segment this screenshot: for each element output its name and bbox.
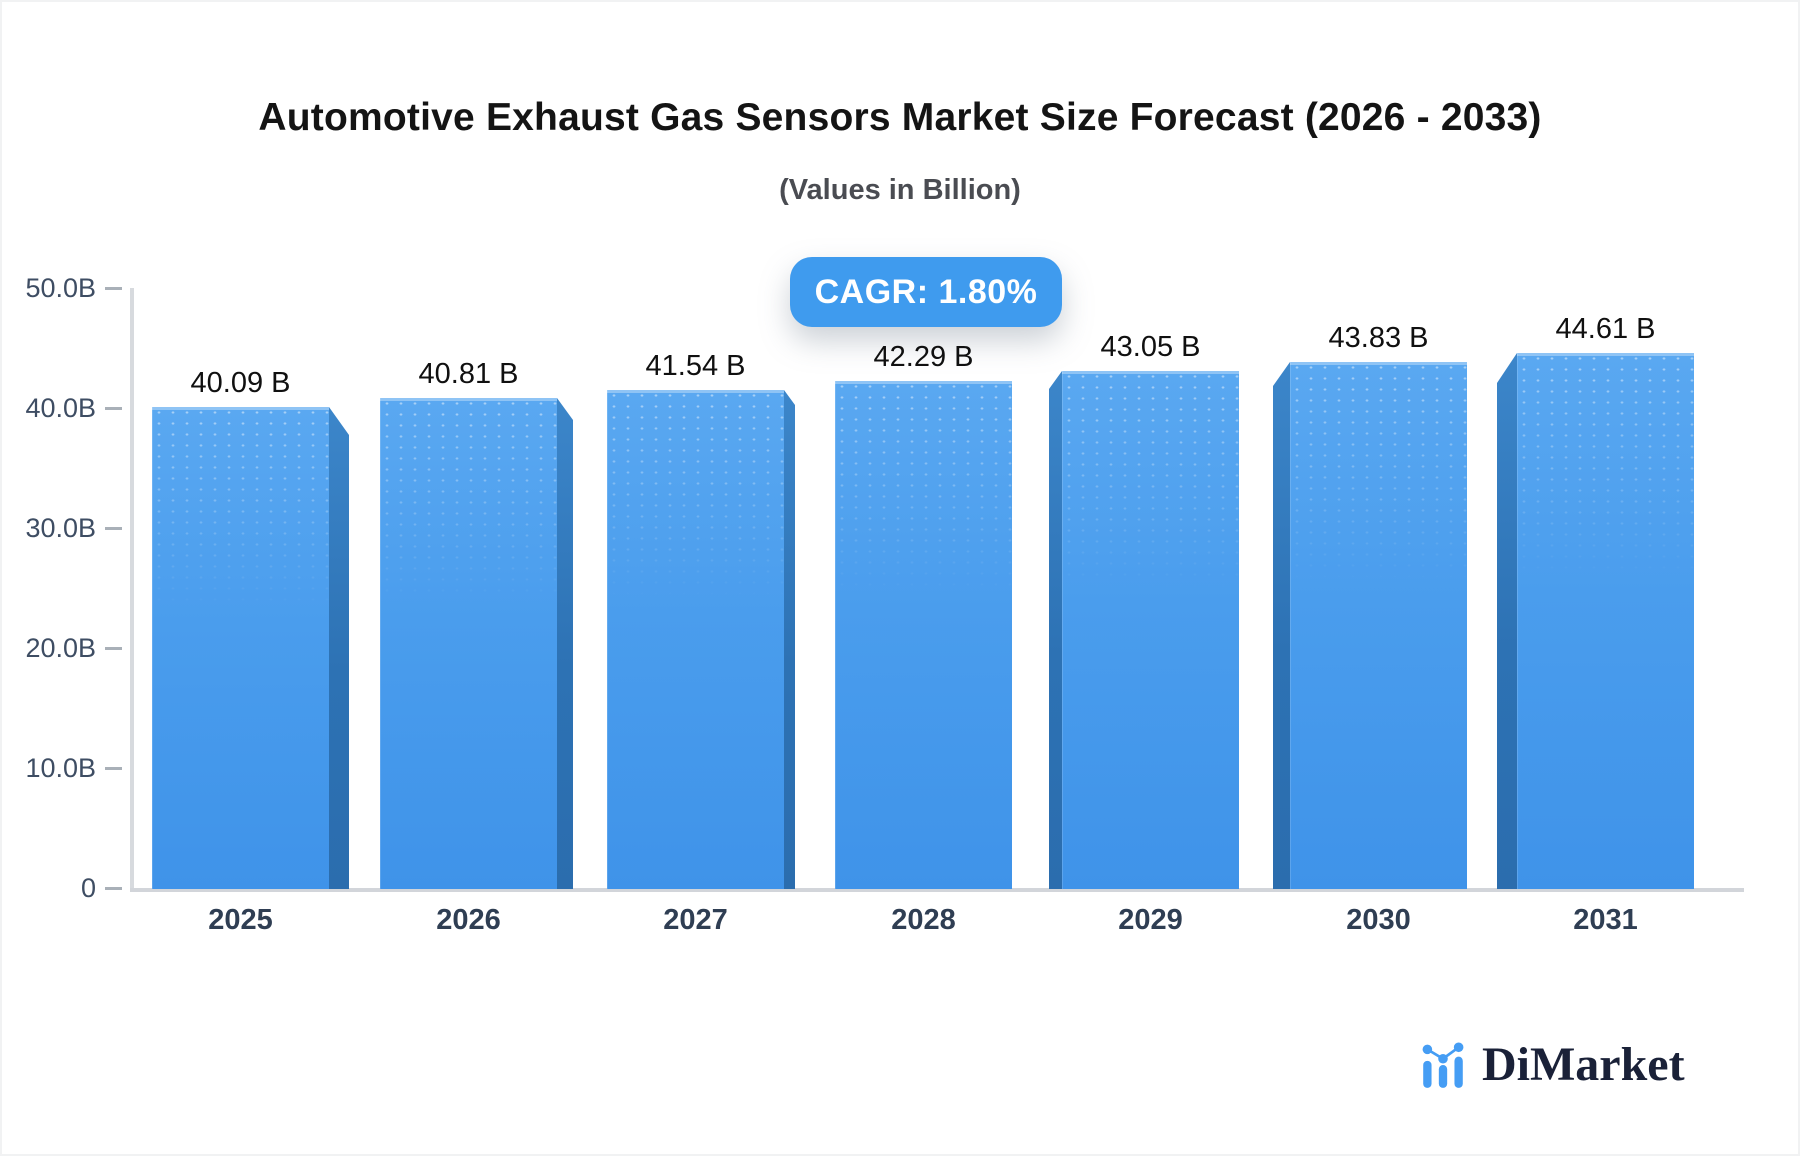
y-axis-tick-mark [105,287,122,290]
bar-face [380,398,557,889]
bar-value-label: 40.81 B [418,358,519,390]
bar-3d-side [1497,353,1517,889]
bar-3d-side [329,407,349,889]
bar-face [1517,353,1694,889]
x-axis-label: 2031 [1573,904,1638,936]
bar-3d-side [557,398,573,889]
bar-2030[interactable] [1273,362,1467,889]
bar-face [607,390,784,889]
y-axis-tick-label: 40.0B [25,393,96,423]
y-axis-tick-mark [105,407,122,410]
x-axis-baseline [130,888,1744,892]
bar-2027[interactable] [607,390,795,889]
bar-value-label: 42.29 B [873,341,974,373]
y-axis-line [130,288,134,892]
bar-value-label: 40.09 B [190,367,291,399]
x-axis-label: 2030 [1346,904,1411,936]
x-axis-label: 2025 [208,904,273,936]
bar-value-label: 41.54 B [645,350,746,382]
logo: DiMarket [1420,1040,1685,1090]
y-axis-tick-label: 0 [80,873,96,903]
x-axis-label: 2028 [891,904,956,936]
y-axis-tick-label: 20.0B [25,633,96,663]
y-axis-tick-mark [105,527,122,530]
bar-2026[interactable] [380,398,573,889]
bar-face [1290,362,1467,889]
bar-2029[interactable] [1049,371,1239,889]
bar-3d-side [1049,371,1062,889]
y-axis-tick-label: 50.0B [25,273,96,303]
bar-2025[interactable] [152,407,349,889]
x-axis-label: 2029 [1118,904,1183,936]
y-axis-tick-mark [105,647,122,650]
bar-value-label: 43.05 B [1100,331,1201,363]
dimarket-chart-icon [1422,1042,1464,1088]
bar-3d-side [1273,362,1290,889]
cagr-badge: CAGR: 1.80% [790,257,1062,327]
page-title: Automotive Exhaust Gas Sensors Market Si… [258,96,1542,139]
x-axis-label: 2026 [436,904,501,936]
bar-3d-side [784,390,795,889]
bar-value-label: 44.61 B [1555,313,1656,345]
bar-face [835,381,1012,889]
logo-text: DiMarket [1482,1038,1685,1091]
bar-2028[interactable] [835,381,1012,889]
x-axis-label: 2027 [663,904,728,936]
bar-2031[interactable] [1497,353,1694,889]
bar-face [152,407,329,889]
y-axis-tick-mark [105,767,122,770]
y-axis-tick-label: 30.0B [25,513,96,543]
chart-subtitle: (Values in Billion) [779,174,1021,206]
y-axis-tick-label: 10.0B [25,753,96,783]
y-axis-tick-mark [105,887,122,890]
bar-value-label: 43.83 B [1328,322,1429,354]
bar-face [1062,371,1239,889]
